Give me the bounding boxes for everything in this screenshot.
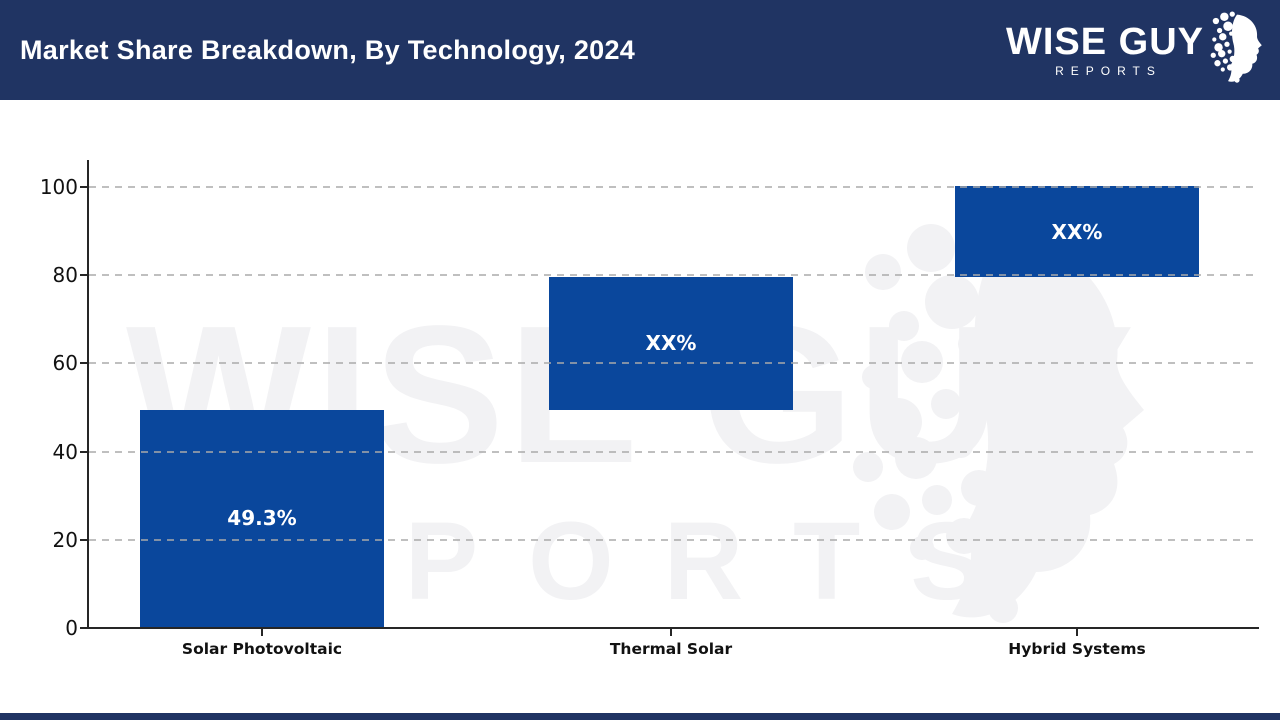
gridline bbox=[89, 538, 1258, 541]
brand-name: WISE GUY bbox=[1005, 20, 1204, 63]
footer-band bbox=[0, 713, 1280, 720]
bar-thermal-solar bbox=[549, 277, 793, 410]
x-tick-label: Thermal Solar bbox=[609, 640, 733, 658]
gridline bbox=[89, 362, 1258, 365]
bar-solar-photovoltaic bbox=[140, 409, 384, 627]
y-tick-mark bbox=[80, 362, 87, 365]
y-tick-label: 0 bbox=[65, 616, 78, 640]
x-tick-mark bbox=[261, 629, 263, 636]
y-tick-label: 60 bbox=[52, 351, 78, 376]
dotted-head-icon bbox=[1210, 11, 1262, 83]
bar-hybrid-systems bbox=[955, 186, 1199, 278]
y-tick-mark bbox=[80, 274, 87, 277]
bar-value-label: XX% bbox=[645, 331, 697, 356]
plot-area: 0 20 40 60 80 100 49.3% Solar Photovoltaic XX% Th… bbox=[0, 100, 1280, 713]
x-tick-mark bbox=[670, 629, 672, 636]
y-tick-mark bbox=[80, 450, 87, 453]
page-title: Market Share Breakdown, By Technology, 2… bbox=[20, 34, 636, 65]
y-tick-label: 40 bbox=[52, 439, 78, 464]
x-axis-line bbox=[87, 627, 1259, 629]
bar-value-label: XX% bbox=[1051, 219, 1103, 244]
y-tick-label: 20 bbox=[52, 527, 78, 552]
gridline bbox=[89, 450, 1258, 453]
x-tick-label: Hybrid Systems bbox=[1008, 640, 1146, 658]
bar-value-label: 49.3% bbox=[227, 506, 297, 531]
x-tick-label: Solar Photovoltaic bbox=[181, 640, 343, 658]
y-tick-mark bbox=[80, 538, 87, 541]
brand-logo: WISE GUY REPORTS bbox=[1006, 0, 1266, 100]
gridline bbox=[89, 186, 1258, 188]
y-tick-label: 80 bbox=[52, 263, 78, 288]
header-banner: Market Share Breakdown, By Technology, 2… bbox=[0, 0, 1280, 100]
y-tick-label: 100 bbox=[39, 175, 78, 199]
gridline bbox=[89, 274, 1258, 277]
brand-subname: REPORTS bbox=[1055, 63, 1162, 78]
brand-logo-text: WISE GUY REPORTS bbox=[1006, 23, 1204, 78]
y-axis-line bbox=[87, 160, 89, 629]
x-tick-mark bbox=[1076, 629, 1078, 636]
y-tick-mark bbox=[80, 627, 87, 629]
y-tick-mark bbox=[80, 186, 87, 188]
